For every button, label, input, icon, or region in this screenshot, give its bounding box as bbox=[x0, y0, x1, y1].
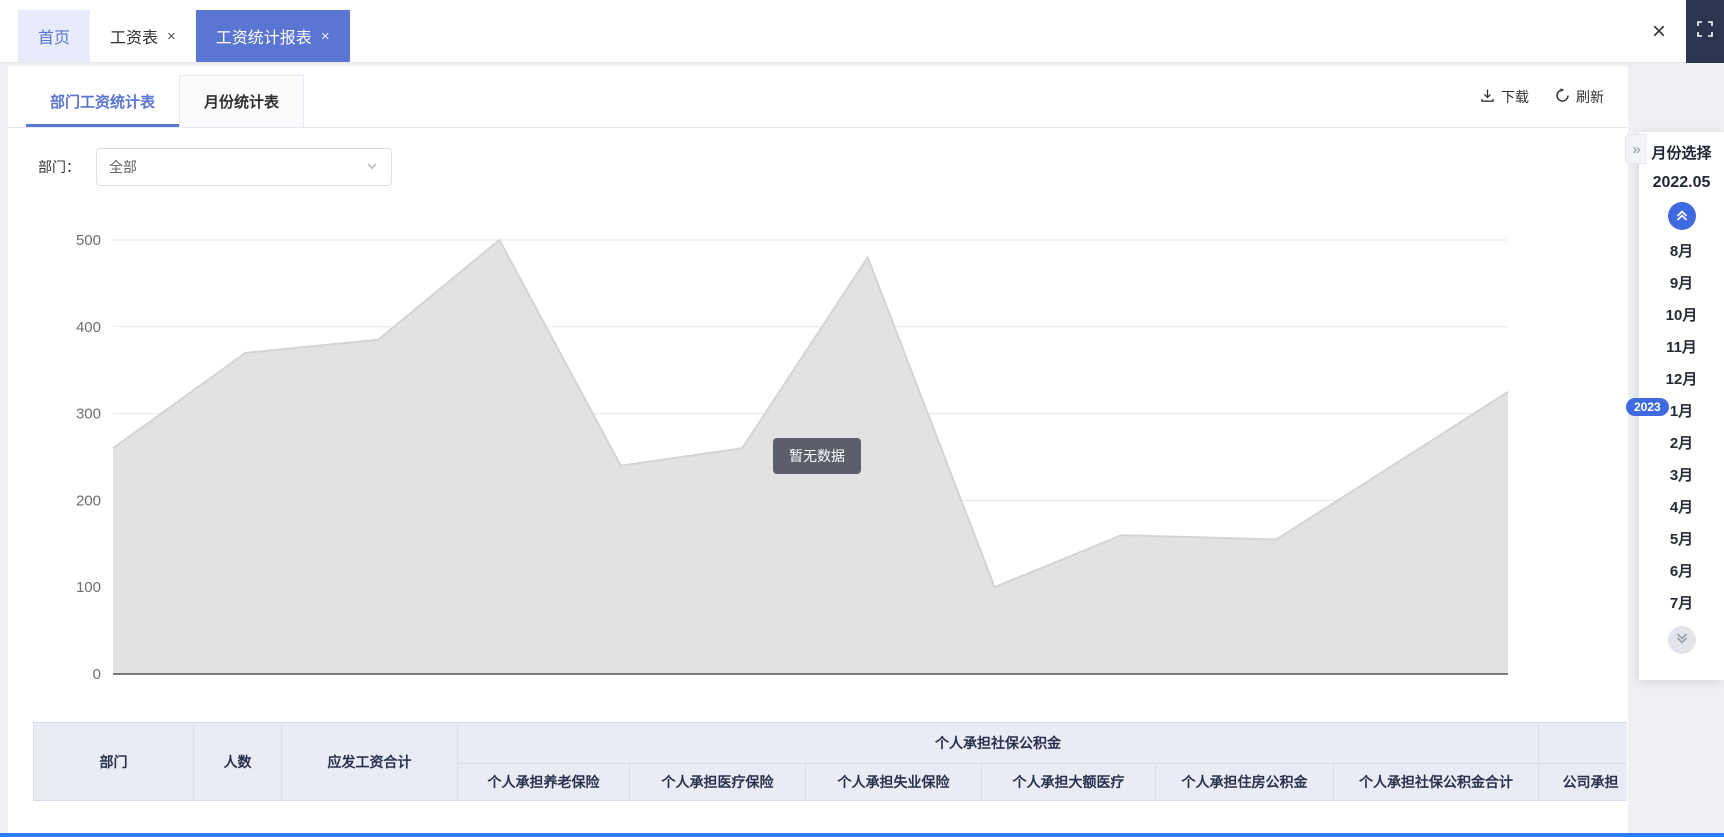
month-picker-title: 月份选择 bbox=[1651, 145, 1712, 162]
month-item-aug[interactable]: 8月 bbox=[1669, 243, 1694, 260]
tab-salary-report[interactable]: 工资统计报表 × bbox=[195, 10, 350, 62]
tab-close-icon[interactable]: × bbox=[167, 27, 176, 45]
col-header-pension: 个人承担养老保险 bbox=[457, 763, 630, 801]
col-header-medical: 个人承担医疗保险 bbox=[629, 763, 806, 801]
col-header-gross-total: 应发工资合计 bbox=[281, 722, 458, 801]
month-item-jan[interactable]: 1月 bbox=[1669, 403, 1694, 420]
tab-salary-report-label: 工资统计报表 bbox=[215, 30, 312, 47]
tab-close-icon[interactable]: × bbox=[320, 27, 330, 45]
col-header-major-medical: 个人承担大额医疗 bbox=[981, 763, 1156, 801]
col-header-personal-total: 个人承担社保公积金合计 bbox=[1332, 763, 1540, 801]
no-data-tooltip: 暂无数据 bbox=[773, 438, 861, 474]
tab-home[interactable]: 首页 bbox=[18, 10, 91, 62]
tab-salary-sheet-label: 工资表 bbox=[110, 30, 159, 47]
department-select[interactable]: 全部 bbox=[96, 148, 392, 186]
subtab-month-report[interactable]: 月份统计表 bbox=[179, 75, 305, 127]
summary-table: 部门 人数 应发工资合计 个人承担社保公积金 个人承担养老保险 个人承担医疗保险… bbox=[33, 722, 1627, 835]
selected-month-value: 2022.05 bbox=[1652, 174, 1711, 191]
bottom-accent-strip bbox=[0, 833, 1724, 837]
svg-text:400: 400 bbox=[76, 319, 101, 336]
double-chevron-down-icon bbox=[1675, 632, 1689, 649]
month-item-oct[interactable]: 10月 bbox=[1665, 307, 1698, 324]
download-label: 下载 bbox=[1501, 88, 1529, 105]
department-filter: 部门： 全部 bbox=[38, 148, 392, 186]
group-header-personal: 个人承担社保公积金 bbox=[456, 722, 1540, 764]
refresh-button[interactable]: 刷新 bbox=[1555, 87, 1604, 107]
scroll-months-up-button[interactable] bbox=[1667, 202, 1696, 230]
scroll-months-down-button[interactable] bbox=[1667, 626, 1696, 654]
close-icon[interactable]: × bbox=[1651, 17, 1666, 45]
svg-text:200: 200 bbox=[76, 492, 101, 509]
report-panel: 部门工资统计表 月份统计表 下载 bbox=[8, 66, 1628, 837]
month-picker-panel: » 月份选择 2022.05 8月 9月 10月 11月 12月 1月 2月 3… bbox=[1625, 132, 1724, 680]
department-select-value: 全部 bbox=[109, 159, 137, 175]
month-item-mar[interactable]: 3月 bbox=[1669, 467, 1694, 484]
panel-actions: 下载 刷新 bbox=[1480, 66, 1604, 127]
month-item-jul[interactable]: 7月 bbox=[1669, 595, 1694, 612]
double-chevron-right-icon: » bbox=[1632, 140, 1641, 158]
month-item-nov[interactable]: 11月 bbox=[1666, 339, 1697, 356]
topbar-right: × bbox=[1652, 0, 1724, 63]
download-icon bbox=[1480, 88, 1495, 106]
collapse-panel-handle[interactable]: » bbox=[1625, 134, 1647, 164]
download-button[interactable]: 下载 bbox=[1480, 87, 1529, 107]
table-row bbox=[33, 800, 1627, 835]
tab-salary-sheet[interactable]: 工资表 × bbox=[90, 10, 196, 62]
month-item-may[interactable]: 5月 bbox=[1669, 531, 1694, 548]
svg-text:500: 500 bbox=[76, 232, 101, 249]
month-item-apr[interactable]: 4月 bbox=[1669, 499, 1694, 516]
top-tab-bar: 首页 工资表 × 工资统计报表 × × bbox=[0, 0, 1724, 63]
col-header-headcount: 人数 bbox=[193, 722, 282, 801]
month-list: 8月 9月 10月 11月 12月 1月 2月 3月 4月 5月 6月 7月 bbox=[1639, 236, 1724, 620]
col-header-housing-fund: 个人承担住房公积金 bbox=[1155, 763, 1334, 801]
year-badge: 2023 bbox=[1626, 398, 1669, 416]
chevron-down-icon bbox=[365, 159, 379, 176]
department-filter-label: 部门： bbox=[38, 159, 80, 175]
refresh-icon bbox=[1555, 87, 1570, 106]
month-item-dec[interactable]: 12月 bbox=[1665, 371, 1698, 388]
tab-home-label: 首页 bbox=[38, 30, 71, 47]
double-chevron-up-icon bbox=[1675, 208, 1689, 225]
svg-text:0: 0 bbox=[93, 666, 101, 683]
col-header-company-part: 公司承担 bbox=[1538, 763, 1627, 801]
month-item-jun[interactable]: 6月 bbox=[1669, 563, 1694, 580]
subtab-department-report[interactable]: 部门工资统计表 bbox=[26, 76, 180, 127]
month-item-feb[interactable]: 2月 bbox=[1669, 435, 1694, 452]
group-header-company bbox=[1538, 722, 1627, 764]
svg-text:300: 300 bbox=[76, 406, 101, 423]
month-item-sep[interactable]: 9月 bbox=[1669, 275, 1694, 292]
svg-text:100: 100 bbox=[76, 579, 101, 596]
col-header-unemployment: 个人承担失业保险 bbox=[805, 763, 982, 801]
summary-table-wrap: 部门 人数 应发工资合计 个人承担社保公积金 个人承担养老保险 个人承担医疗保险… bbox=[33, 722, 1627, 835]
refresh-label: 刷新 bbox=[1576, 88, 1604, 105]
fullscreen-button[interactable] bbox=[1686, 0, 1724, 63]
col-header-department: 部门 bbox=[33, 722, 194, 801]
fullscreen-icon bbox=[1697, 21, 1713, 42]
report-subtabs: 部门工资统计表 月份统计表 下载 bbox=[8, 66, 1628, 128]
